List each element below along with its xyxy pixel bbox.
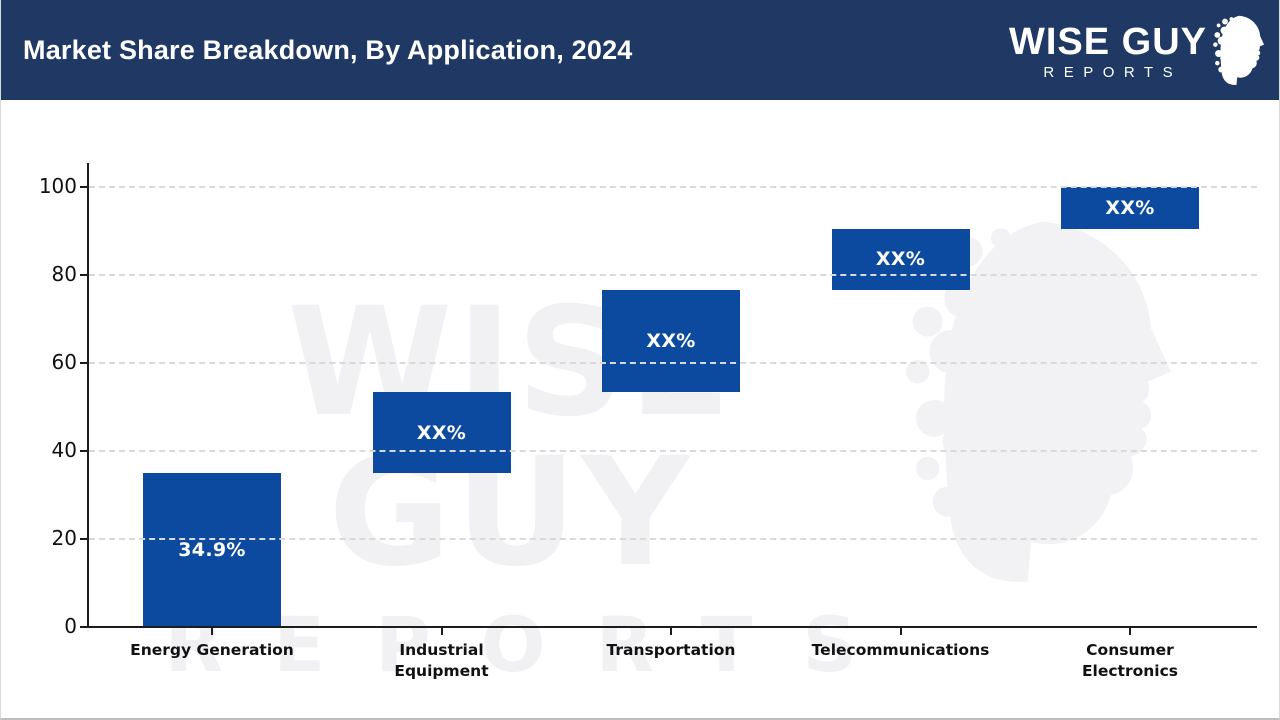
x-label-energy-generation: Energy Generation (102, 640, 322, 661)
y-tick-40 (80, 450, 88, 452)
bar-telecommunications: XX% (831, 228, 970, 290)
x-label-telecommunications: Telecommunications (791, 640, 1011, 661)
x-label-line: Equipment (394, 662, 489, 680)
x-label-line: Electronics (1081, 662, 1179, 680)
page-title: Market Share Breakdown, By Application, … (23, 34, 633, 65)
y-tick-label-40: 40 (51, 438, 77, 462)
y-tick-60 (80, 362, 88, 364)
bar-value-label-industrial-equipment: XX% (416, 421, 467, 444)
y-tick-20 (80, 538, 88, 540)
x-label-line: Industrial (399, 641, 484, 659)
x-tick-telecommunications (899, 628, 902, 635)
gridline-80 (89, 274, 1257, 276)
bar-value-label-consumer-electronics: XX% (1105, 196, 1155, 219)
y-tick-label-0: 0 (64, 614, 77, 638)
bar-value-label-energy-generation: 34.9% (178, 539, 246, 562)
bar-transportation: XX% (602, 289, 740, 392)
gridline-40 (89, 450, 1257, 452)
logo-wordmark: WISE GUY (1008, 20, 1207, 63)
x-label-line: Transportation (606, 641, 736, 659)
y-tick-80 (80, 274, 88, 276)
wiseguy-logo-text: WISE GUY REPORTS (1009, 22, 1207, 81)
x-label-consumer-electronics: Consumer Electronics (1020, 640, 1240, 682)
x-tick-transportation (670, 628, 672, 635)
x-axis-line (87, 626, 1257, 628)
bar-value-label-transportation: XX% (646, 329, 696, 352)
logo-subtitle: REPORTS (1043, 63, 1183, 81)
gridline-20 (89, 538, 1257, 540)
y-tick-0 (80, 626, 88, 628)
x-tick-energy-generation (211, 628, 213, 635)
wiseguy-logo: WISE GUY REPORTS (1009, 8, 1273, 94)
y-axis-line (87, 163, 89, 628)
bar-consumer-electronics: XX% (1061, 187, 1199, 229)
x-tick-industrial-equipment (440, 628, 443, 635)
header-bar: Market Share Breakdown, By Application, … (1, 0, 1279, 100)
x-label-line: Energy Generation (130, 641, 294, 659)
x-label-line: Telecommunications (811, 641, 990, 659)
y-tick-label-100: 100 (38, 174, 77, 198)
x-label-line: Consumer (1086, 641, 1174, 659)
gridline-60 (89, 362, 1257, 364)
bar-energy-generation: 34.9% (143, 473, 281, 627)
x-tick-consumer-electronics (1129, 628, 1131, 635)
y-tick-100 (80, 186, 88, 188)
x-label-transportation: Transportation (561, 640, 781, 661)
y-tick-label-80: 80 (51, 262, 77, 286)
bar-value-label-telecommunications: XX% (875, 248, 926, 271)
y-tick-label-60: 60 (51, 350, 77, 374)
bar-industrial-equipment: XX% (372, 391, 511, 474)
gridline-100 (89, 186, 1257, 188)
x-label-industrial-equipment: Industrial Equipment (332, 640, 552, 682)
wiseguy-face-logo-icon (1213, 15, 1265, 85)
y-tick-label-20: 20 (51, 526, 77, 550)
